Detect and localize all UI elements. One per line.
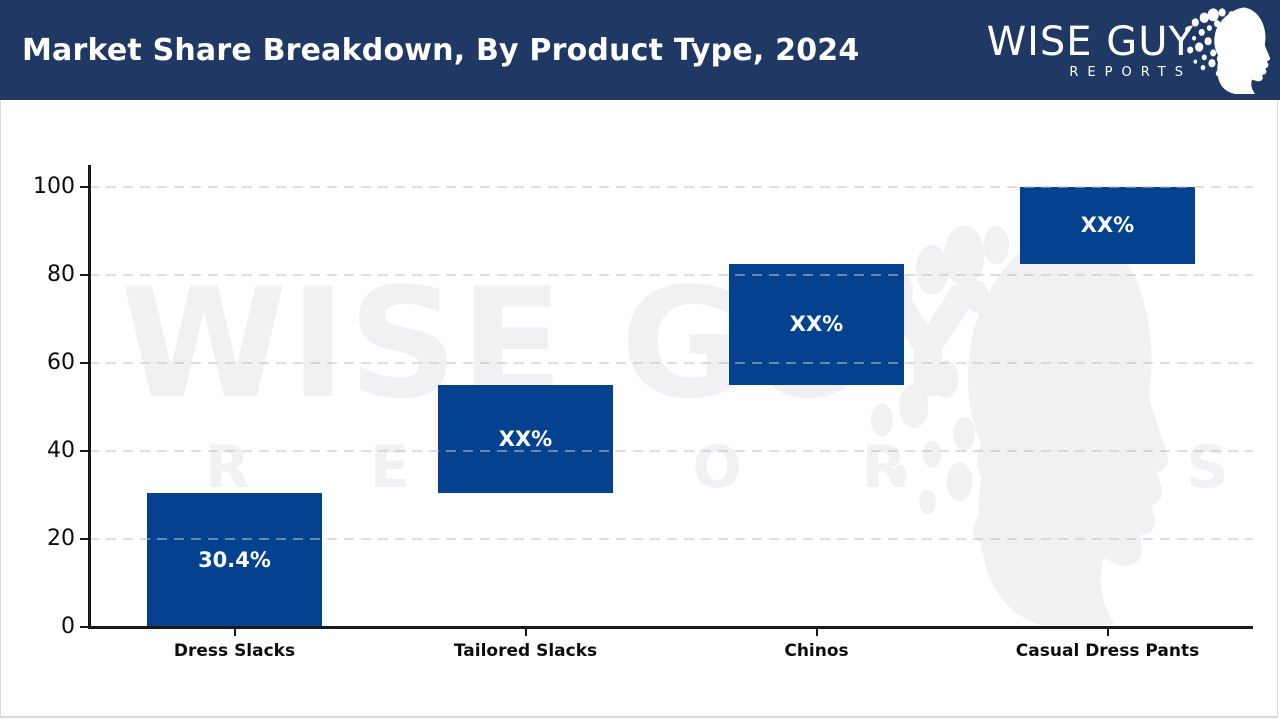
y-tick	[80, 626, 89, 628]
gridline-40	[89, 450, 1253, 452]
x-tick-label: Casual Dress Pants	[1015, 641, 1200, 661]
y-tick-label: 0	[61, 614, 75, 639]
logo-text: WISE GUY REPORTS	[987, 22, 1194, 79]
y-tick	[80, 450, 89, 452]
bar-casual-dress-pants: XX%	[1020, 187, 1195, 264]
y-tick-label: 100	[33, 174, 75, 199]
chart-title: Market Share Breakdown, By Product Type,…	[22, 32, 860, 68]
gridline-100	[89, 186, 1253, 188]
gridline-80	[89, 274, 1253, 276]
bar-dress-slacks: 30.4%	[147, 493, 322, 627]
x-tick-label: Dress Slacks	[173, 641, 296, 661]
bar-value-label: XX%	[789, 312, 844, 337]
y-tick-label: 60	[47, 350, 75, 375]
y-tick	[80, 274, 89, 276]
header: Market Share Breakdown, By Product Type,…	[0, 0, 1280, 100]
y-tick-label: 20	[47, 526, 75, 551]
logo-brand-sub: REPORTS	[1069, 64, 1192, 80]
bar-tailored-slacks: XX%	[438, 385, 613, 494]
x-tick	[524, 627, 527, 636]
logo: WISE GUY REPORTS	[987, 6, 1272, 94]
x-tick-label: Chinos	[784, 641, 849, 661]
x-tick	[1106, 627, 1109, 636]
x-tick	[233, 627, 236, 636]
x-tick-label: Tailored Slacks	[453, 641, 598, 661]
x-axis-spine	[88, 626, 1253, 629]
logo-brand-name: WISE GUY	[986, 18, 1194, 65]
y-tick	[80, 186, 89, 188]
y-tick-label: 80	[47, 262, 75, 287]
y-tick	[80, 538, 89, 540]
bar-value-label: XX%	[498, 427, 553, 452]
bar-value-label: 30.4%	[198, 548, 271, 573]
bar-value-label: XX%	[1080, 213, 1135, 238]
x-tick	[815, 627, 818, 636]
gridline-60	[89, 362, 1253, 364]
y-tick-label: 40	[47, 438, 75, 463]
y-axis-spine	[88, 165, 91, 629]
y-tick	[80, 362, 89, 364]
gridline-20	[89, 538, 1253, 540]
bar-chinos: XX%	[729, 263, 904, 385]
